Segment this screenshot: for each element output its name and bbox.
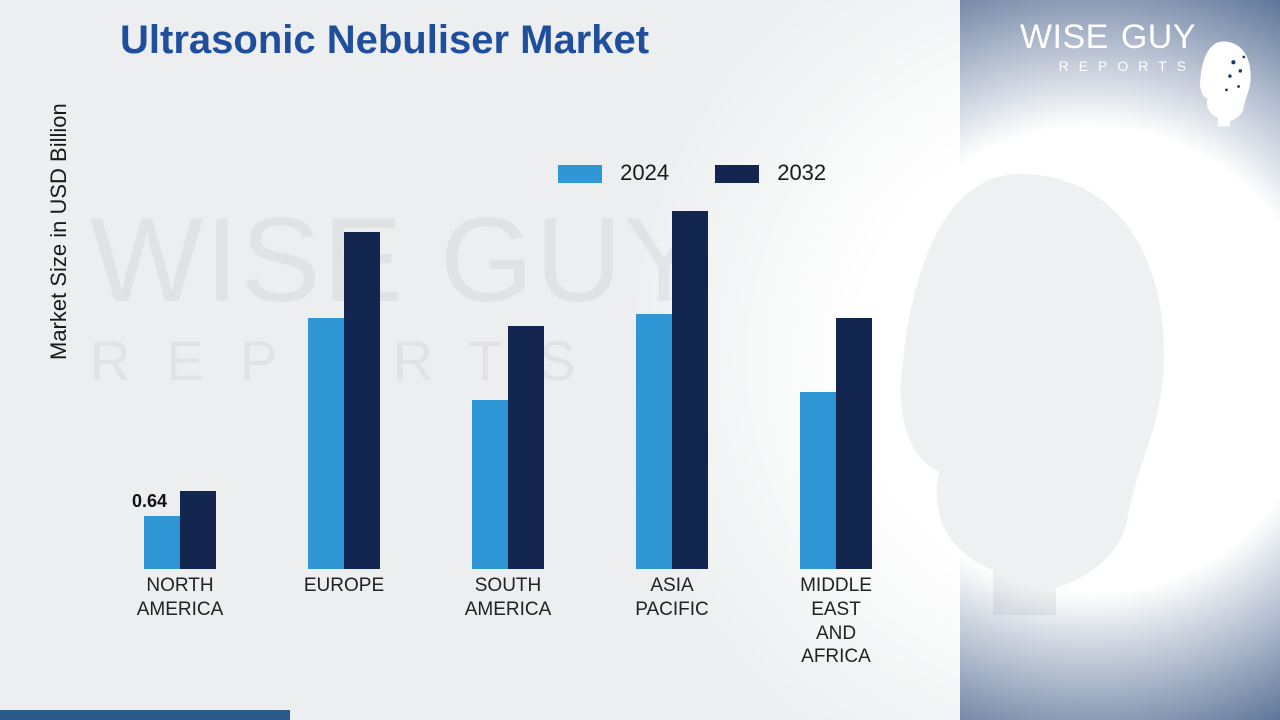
bar-2024-south_america (472, 400, 508, 569)
bar-2032-north_america (180, 491, 216, 569)
page-title: Ultrasonic Nebuliser Market (120, 18, 649, 63)
legend-item-2032: 2032 (715, 160, 826, 186)
bar-group-asia_pacific (636, 211, 708, 569)
bar-2024-europe (308, 318, 344, 569)
bar-groups: 0.64 (98, 200, 918, 569)
legend: 2024 2032 (558, 160, 826, 186)
brand-line1-b: GUY (1121, 20, 1196, 54)
brand-line1-a: WISE (1020, 18, 1109, 56)
bar-2032-meafrica (836, 318, 872, 569)
legend-swatch-2032 (715, 165, 759, 183)
bar-group-europe (308, 232, 380, 569)
bar-2024-asia_pacific (636, 314, 672, 569)
legend-swatch-2024 (558, 165, 602, 183)
x-axis: NORTHAMERICA EUROPE SOUTHAMERICA ASIAPACIFI… (98, 574, 918, 669)
footer-accent-bar (0, 710, 290, 720)
brand-line2: REPORTS (1020, 58, 1196, 74)
chart-canvas: WISE GUY REPORTS Ultrasonic Nebuliser Ma… (0, 0, 1280, 720)
legend-item-2024: 2024 (558, 160, 669, 186)
bar-2032-asia_pacific (672, 211, 708, 569)
x-tick-asia_pacific: ASIAPACIFIC (602, 574, 742, 669)
x-tick-meafrica: MIDDLEEASTANDAFRICA (766, 574, 906, 669)
bar-2032-south_america (508, 326, 544, 569)
bar-2024-north_america (144, 516, 180, 569)
legend-label-2032: 2032 (777, 160, 826, 185)
x-tick-north_america: NORTHAMERICA (110, 574, 250, 669)
brand-logo: WISE GUY REPORTS (1020, 20, 1258, 74)
bar-group-meafrica (800, 318, 872, 569)
bar-group-north_america: 0.64 (144, 491, 216, 569)
x-tick-south_america: SOUTHAMERICA (438, 574, 578, 669)
bar-2032-europe (344, 232, 380, 569)
bar-2024-meafrica (800, 392, 836, 569)
y-axis-label: Market Size in USD Billion (46, 103, 72, 360)
bar-value-label: 0.64 (132, 491, 167, 512)
bar-group-south_america (472, 326, 544, 569)
legend-label-2024: 2024 (620, 160, 669, 185)
bar-chart: 0.64 (98, 200, 918, 570)
x-tick-europe: EUROPE (274, 574, 414, 669)
